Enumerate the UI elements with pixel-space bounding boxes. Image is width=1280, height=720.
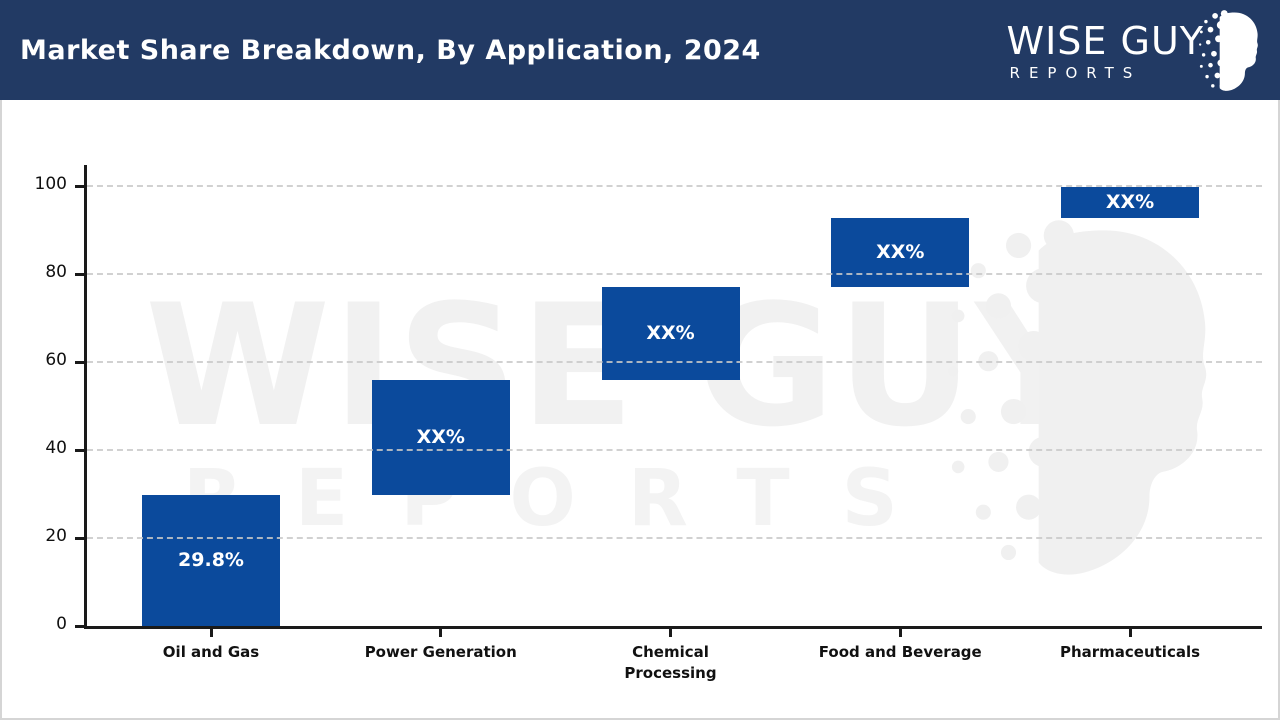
bar-value-label: XX% [1105, 191, 1155, 214]
watermark-head-icon [948, 220, 1207, 575]
x-axis-tick [1128, 629, 1132, 637]
y-axis-line [84, 165, 87, 629]
page-border-right [1278, 100, 1280, 720]
gridline [87, 537, 1262, 539]
page-border-left [0, 100, 2, 720]
x-axis-tick [669, 629, 672, 637]
x-tick-label: Power Generation [364, 643, 517, 661]
y-tick-label: 40 [45, 438, 67, 458]
page-title: Market Share Breakdown, By Application, … [20, 34, 761, 66]
watermark-line2: REPORTS [183, 454, 950, 544]
y-axis-tick [75, 625, 85, 628]
wiseguy-logo: WISE GUY REPORTS [1007, 8, 1266, 96]
wiseguy-logo-head-icon [1199, 10, 1258, 91]
wiseguy-logo-line2: REPORTS [1009, 64, 1142, 82]
y-axis-tick [75, 449, 85, 452]
y-axis-tick [75, 185, 85, 188]
x-axis-line [84, 626, 1262, 629]
y-axis-tick [75, 273, 85, 276]
bar-value-label: XX% [646, 322, 695, 345]
bar: XX% [371, 380, 510, 495]
x-tick-label: Oil and Gas [162, 643, 260, 661]
gridline [87, 361, 1262, 363]
y-tick-label: 60 [45, 350, 67, 370]
y-tick-label: 0 [56, 614, 67, 634]
y-axis-tick [75, 537, 85, 540]
header-bar: Market Share Breakdown, By Application, … [0, 0, 1280, 100]
y-tick-label: 100 [34, 174, 67, 194]
gridline [87, 449, 1262, 451]
wiseguy-logo-text: WISE GUY REPORTS [1007, 22, 1204, 82]
bar-value-label: 29.8% [178, 549, 244, 572]
bar: XX% [1061, 186, 1199, 218]
x-tick-label: Chemical Processing [624, 643, 717, 682]
gridline [87, 185, 1262, 187]
x-tick-label: Pharmaceuticals [1059, 643, 1201, 661]
y-axis-tick [75, 361, 85, 364]
wiseguy-logo-line1: WISE GUY [1006, 19, 1204, 63]
y-tick-label: 20 [45, 526, 67, 546]
bar: XX% [831, 217, 970, 287]
gridline [87, 273, 1262, 275]
x-axis-tick [898, 629, 902, 637]
page-border-bottom [0, 718, 1280, 720]
bar: XX% [601, 286, 740, 381]
x-tick-label: Food and Beverage [818, 643, 982, 661]
y-tick-label: 80 [45, 262, 67, 282]
x-axis-tick [209, 629, 213, 637]
x-axis-tick [439, 629, 443, 637]
bar-value-label: XX% [416, 426, 465, 449]
bar: 29.8% [142, 494, 280, 626]
bar-value-label: XX% [876, 241, 925, 264]
